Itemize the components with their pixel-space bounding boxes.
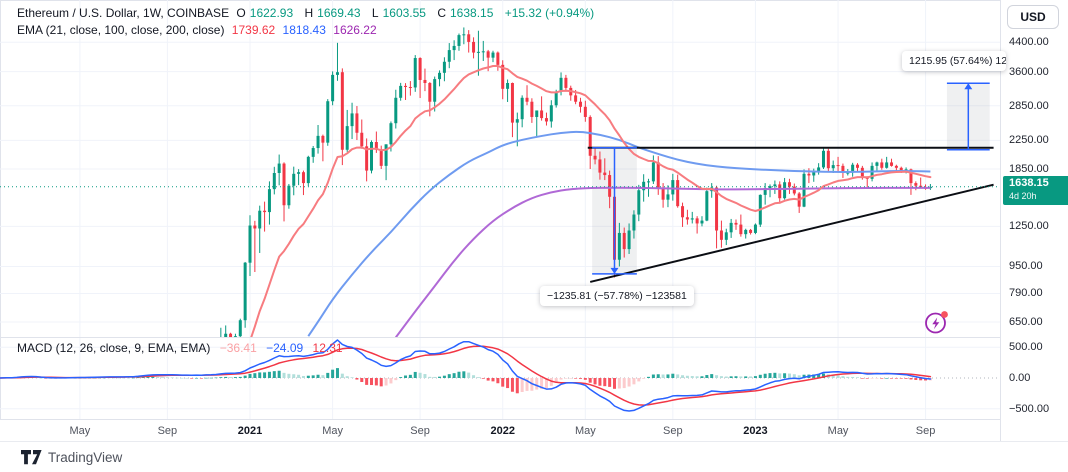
time-axis-month-label: Sep [915,425,936,437]
price-axis-label: 2850.00 [1009,99,1049,112]
price-axis-label: 4400.00 [1009,36,1049,49]
price-axis-label: 950.00 [1009,260,1043,273]
ema21-value: 1739.62 [231,23,276,37]
time-axis-month-label: May [322,425,343,437]
time-axis-month-label: May [69,425,91,437]
tradingview-brand-text[interactable]: TradingView [48,449,123,465]
ohlc-high: H 1669.43 [304,6,361,20]
macd-line-value: −24.09 [266,341,304,355]
time-axis-year-label: 2022 [490,425,515,437]
price-axis-label: 3600.00 [1009,65,1049,78]
ohlc-open: O 1622.93 [236,6,294,20]
price-axis[interactable]: USD 1638.15 4d 20h 4400.00 3600.00 2850.00… [1000,0,1068,441]
time-axis[interactable]: May Sep 2021 May Sep 2022 May Sep 2023 May Sep [0,419,1000,442]
bar-countdown: 4d 20h [1009,191,1037,201]
price-axis-label: 2250.00 [1009,134,1049,147]
time-axis-month-label: Sep [410,425,430,437]
ohlc-low: L 1603.55 [371,6,426,20]
attribution-bar: TradingView [0,441,1068,472]
last-price-badge: 1638.15 4d 20h [1003,176,1068,205]
measure-down-label[interactable]: −1235.81 (−57.78%) −123581 [540,286,694,306]
pane-separator[interactable] [0,337,1068,338]
price-axis-label: −500.00 [1009,402,1050,415]
symbol-title[interactable]: Ethereum / U.S. Dollar, 1W, COINBASE [17,6,230,20]
time-axis-month-label: May [574,425,596,437]
last-price: 1638.15 [1009,177,1049,189]
price-axis-label: 1850.00 [1009,162,1049,175]
price-change: +15.32 (+0.94%) [504,6,595,20]
time-axis-month-label: Sep [663,425,683,437]
price-axis-label: 500.00 [1009,341,1043,354]
ema-legend-row: EMA (21, close, 100, close, 200, close) … [17,22,598,38]
ema-indicator-title[interactable]: EMA (21, close, 100, close, 200, close) [17,23,225,37]
tradingview-logo-icon[interactable] [21,449,42,465]
time-axis-year-label: 2023 [743,425,768,437]
ohlc-close: C 1638.15 [437,6,494,20]
price-axis-label: 0.00 [1009,372,1031,384]
price-pane-canvas[interactable] [0,0,1000,337]
measure-up-label[interactable]: 1215.95 (57.64%) 121 [902,51,1006,71]
macd-indicator-title[interactable]: MACD (12, 26, close, 9, EMA, EMA) [17,341,211,355]
symbol-legend-row: Ethereum / U.S. Dollar, 1W, COINBASE O 16… [17,5,598,21]
ema100-value: 1818.43 [282,23,326,37]
time-axis-month-label: May [827,425,849,437]
ema200-value: 1626.22 [333,23,377,37]
macd-hist-value: −36.41 [219,341,257,355]
time-axis-month-label: Sep [157,425,178,437]
price-axis-label: 650.00 [1009,316,1043,329]
time-axis-year-label: 2021 [237,425,263,437]
flash-icon[interactable] [921,306,953,338]
price-axis-label: 1250.00 [1009,220,1049,233]
currency-toggle-button[interactable]: USD [1007,5,1059,29]
price-axis-label: 790.00 [1009,287,1043,300]
macd-pane-canvas[interactable] [0,338,1000,419]
macd-signal-value: 12.31 [312,341,343,355]
chart-legend: Ethereum / U.S. Dollar, 1W, COINBASE O 16… [17,5,598,39]
macd-legend-row: MACD (12, 26, close, 9, EMA, EMA) −36.41… [17,341,349,355]
